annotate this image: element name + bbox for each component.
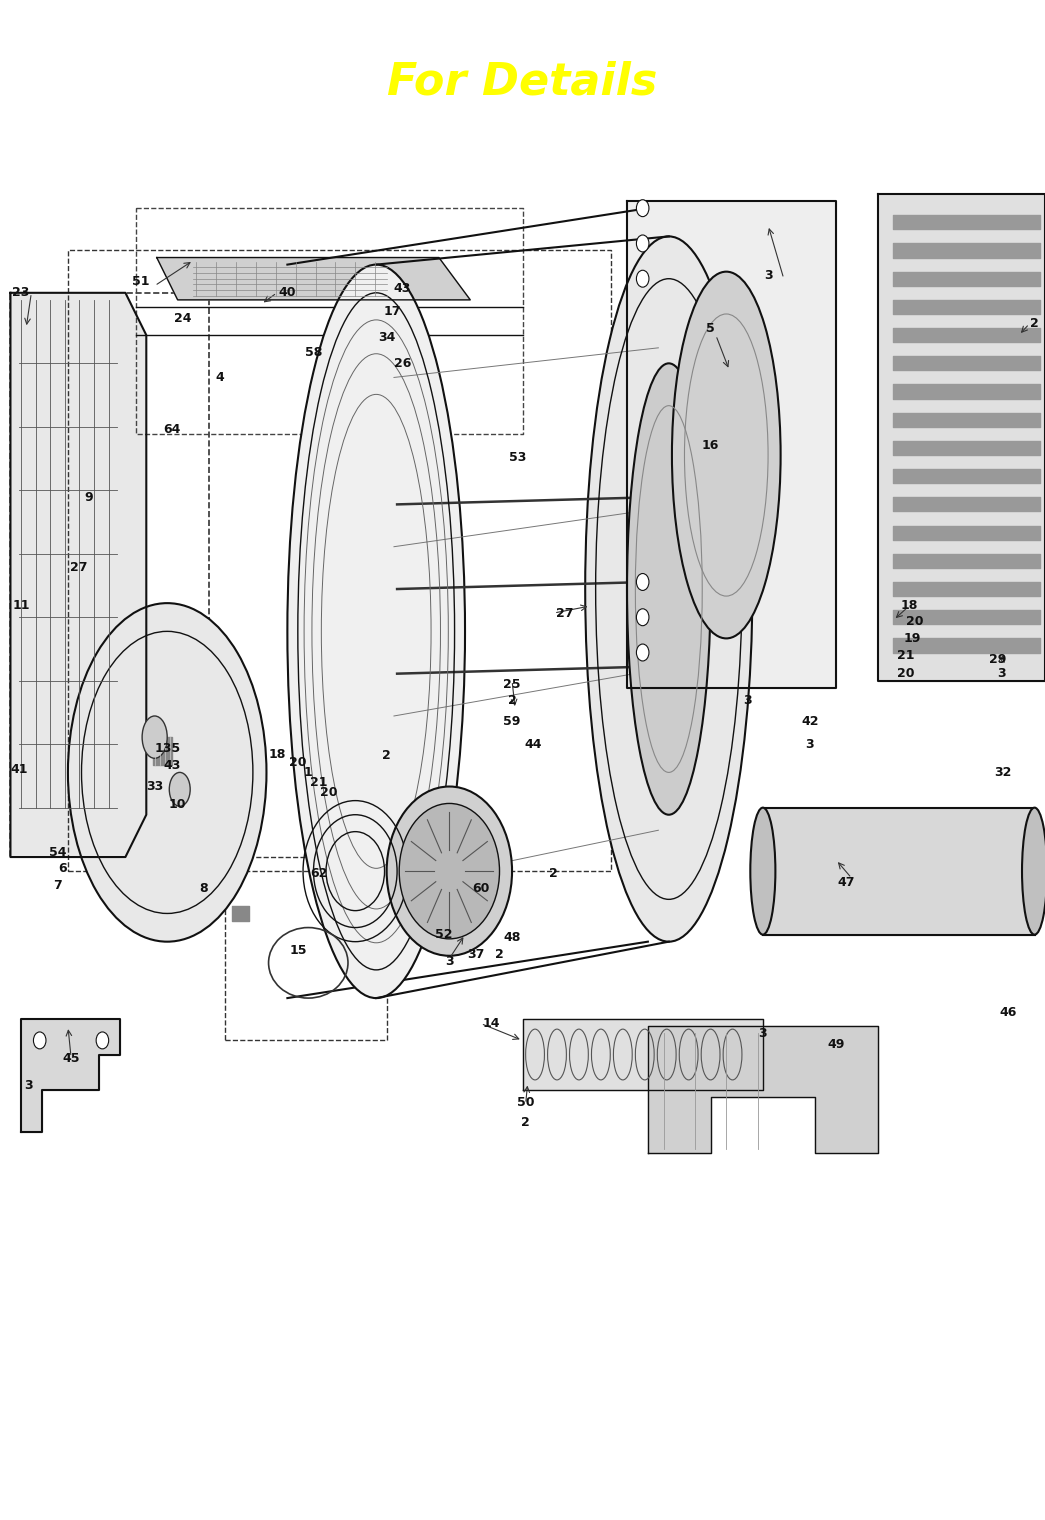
Text: 2: 2 xyxy=(508,695,516,707)
Text: 10: 10 xyxy=(169,798,186,812)
Text: 48: 48 xyxy=(504,930,520,944)
Ellipse shape xyxy=(68,603,266,942)
Ellipse shape xyxy=(750,807,775,935)
Text: 54: 54 xyxy=(49,847,66,859)
Ellipse shape xyxy=(96,1032,109,1049)
Ellipse shape xyxy=(387,786,512,956)
Text: 20: 20 xyxy=(906,616,923,628)
Text: 42: 42 xyxy=(802,714,818,728)
Ellipse shape xyxy=(142,716,167,758)
Text: 3: 3 xyxy=(24,1079,32,1091)
Ellipse shape xyxy=(636,199,649,217)
Text: 4: 4 xyxy=(215,371,224,385)
Ellipse shape xyxy=(585,237,752,942)
Text: 17: 17 xyxy=(384,304,400,318)
Ellipse shape xyxy=(399,804,500,939)
Polygon shape xyxy=(627,201,836,687)
Ellipse shape xyxy=(627,363,711,815)
Text: For Details: For Details xyxy=(388,61,657,103)
Text: 15: 15 xyxy=(289,944,306,956)
Text: 45: 45 xyxy=(63,1052,79,1066)
Text: 14: 14 xyxy=(483,1017,500,1031)
Text: 3: 3 xyxy=(806,737,814,751)
Text: 23: 23 xyxy=(13,286,29,299)
Polygon shape xyxy=(648,1026,878,1154)
Text: 21: 21 xyxy=(310,775,327,789)
Text: 44: 44 xyxy=(525,737,541,751)
Text: 7: 7 xyxy=(53,879,62,892)
Bar xyxy=(68,251,611,871)
Text: 19: 19 xyxy=(904,632,921,644)
Polygon shape xyxy=(10,293,146,857)
Text: 3: 3 xyxy=(759,1028,767,1040)
Text: 2: 2 xyxy=(550,868,558,880)
Text: 21: 21 xyxy=(898,649,914,661)
Text: 62: 62 xyxy=(310,868,327,880)
Polygon shape xyxy=(21,1020,120,1132)
Text: 20: 20 xyxy=(289,755,306,769)
Text: 37: 37 xyxy=(467,948,484,961)
Polygon shape xyxy=(157,257,470,299)
Text: 50: 50 xyxy=(517,1096,534,1110)
Ellipse shape xyxy=(636,644,649,661)
Text: 53: 53 xyxy=(509,451,526,464)
Bar xyxy=(225,857,387,1040)
Text: 16: 16 xyxy=(702,439,719,451)
Text: 1: 1 xyxy=(304,766,312,778)
Text: 9: 9 xyxy=(85,491,93,503)
Ellipse shape xyxy=(636,236,649,252)
Text: 64: 64 xyxy=(164,423,181,436)
Text: 27: 27 xyxy=(70,561,87,575)
Ellipse shape xyxy=(636,271,649,287)
Ellipse shape xyxy=(636,573,649,590)
Ellipse shape xyxy=(636,610,649,626)
Text: 2: 2 xyxy=(495,948,504,961)
Text: 33: 33 xyxy=(146,780,163,793)
Text: 32: 32 xyxy=(995,766,1012,778)
Text: 43: 43 xyxy=(164,758,181,772)
Text: 52: 52 xyxy=(436,929,452,941)
Text: 59: 59 xyxy=(504,714,520,728)
Ellipse shape xyxy=(33,1032,46,1049)
Text: 47: 47 xyxy=(838,876,855,889)
Text: 49: 49 xyxy=(828,1038,844,1052)
Text: 18: 18 xyxy=(269,748,285,760)
Text: 135: 135 xyxy=(155,742,181,755)
Ellipse shape xyxy=(1022,807,1045,935)
Text: 2: 2 xyxy=(1030,318,1039,330)
Text: 3: 3 xyxy=(764,269,772,283)
Text: 40: 40 xyxy=(279,286,296,299)
Text: 58: 58 xyxy=(305,345,322,359)
Text: 2: 2 xyxy=(382,749,391,762)
Text: 24: 24 xyxy=(175,312,191,325)
Polygon shape xyxy=(878,195,1045,681)
Text: 18: 18 xyxy=(901,599,918,613)
Text: 2: 2 xyxy=(521,1116,530,1129)
Text: 34: 34 xyxy=(378,331,395,345)
Text: 3: 3 xyxy=(445,955,454,968)
Text: 46: 46 xyxy=(1000,1006,1017,1018)
Text: 8: 8 xyxy=(200,882,208,895)
Text: 3: 3 xyxy=(997,667,1005,679)
Text: 6: 6 xyxy=(59,862,67,876)
Ellipse shape xyxy=(287,264,465,999)
Text: 26: 26 xyxy=(394,357,411,369)
Text: 20: 20 xyxy=(321,786,338,798)
Text: 41: 41 xyxy=(10,763,27,777)
Ellipse shape xyxy=(169,772,190,806)
Bar xyxy=(10,293,209,857)
Text: CLICK HERE: CLICK HERE xyxy=(463,21,582,40)
Text: 5: 5 xyxy=(706,322,715,334)
Text: 27: 27 xyxy=(556,606,573,620)
Text: 11: 11 xyxy=(13,599,29,613)
Ellipse shape xyxy=(672,272,781,638)
Text: 25: 25 xyxy=(504,678,520,692)
Text: 20: 20 xyxy=(898,667,914,679)
Text: 29: 29 xyxy=(990,654,1006,666)
Text: 60: 60 xyxy=(472,882,489,895)
Text: 51: 51 xyxy=(133,275,149,287)
Text: 3: 3 xyxy=(743,695,751,707)
Text: 43: 43 xyxy=(394,283,411,295)
